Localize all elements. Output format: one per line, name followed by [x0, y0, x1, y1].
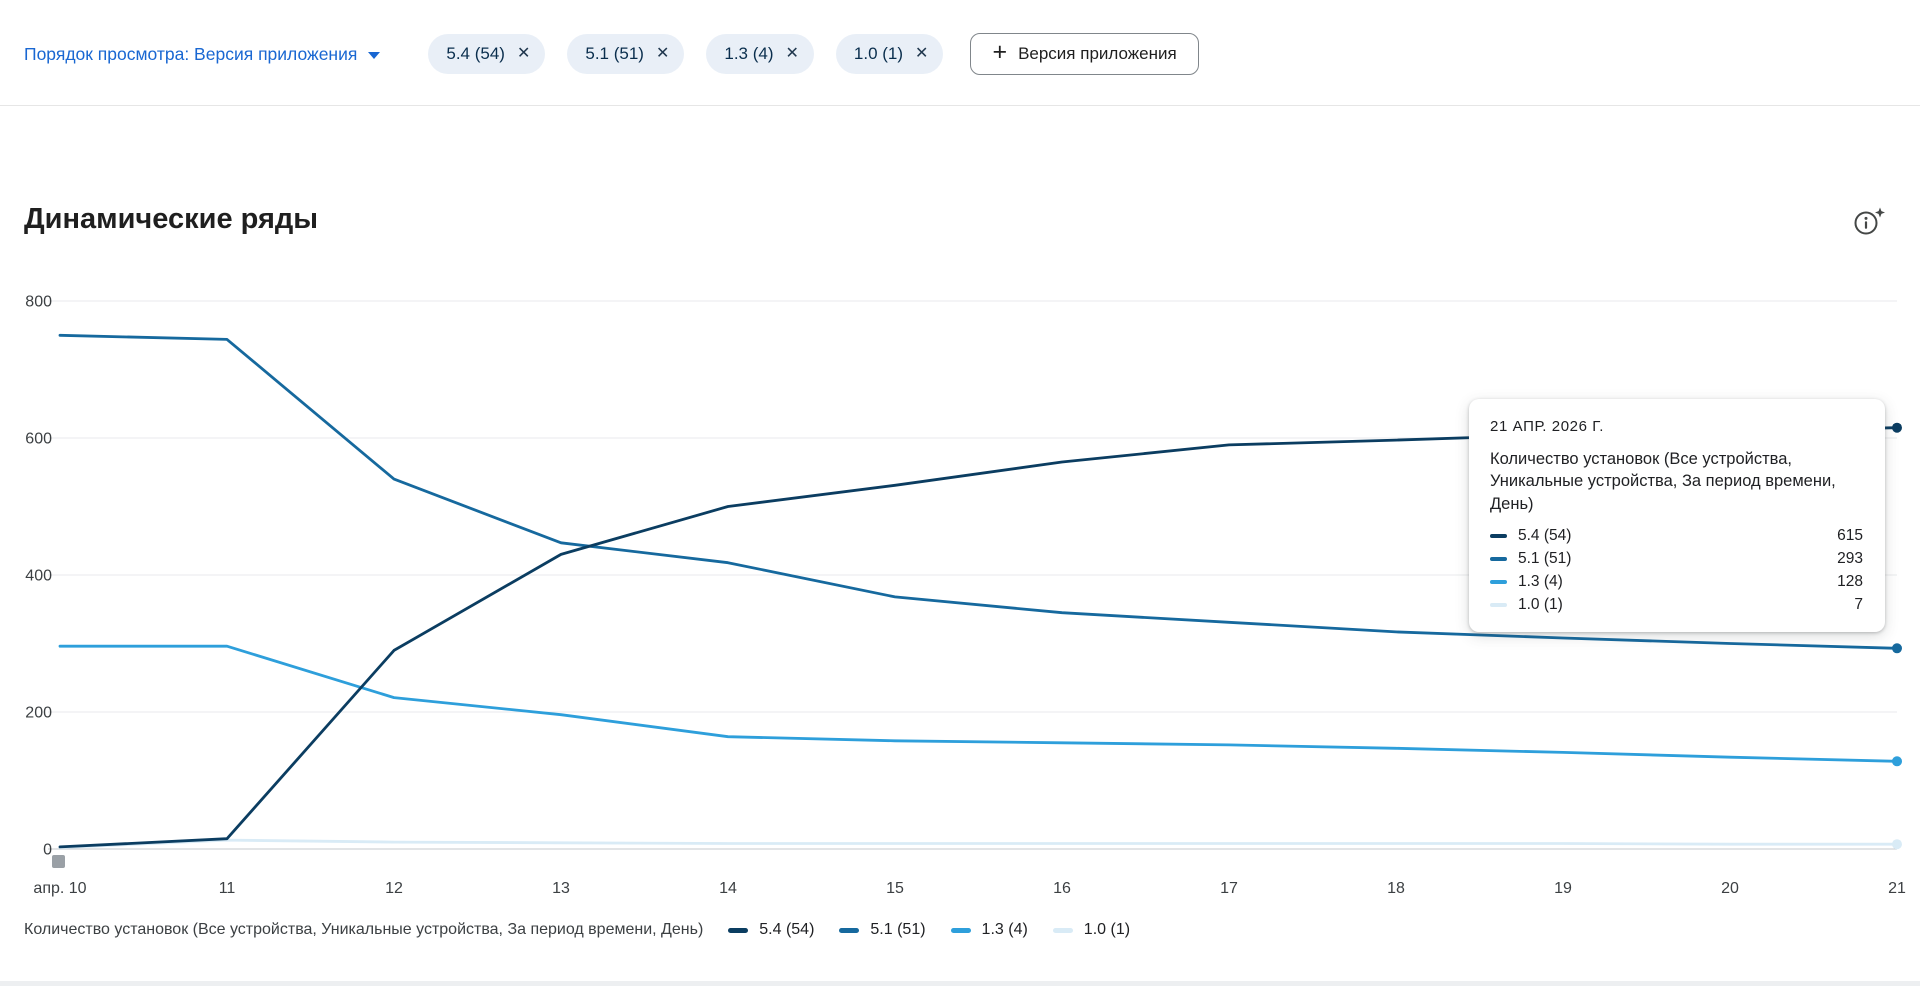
- chart-legend: Количество установок (Все устройства, Ун…: [24, 921, 1910, 939]
- series-swatch-icon: [1052, 927, 1073, 933]
- series-swatch-icon: [1490, 602, 1507, 608]
- tooltip-date: 21 АПР. 2026 Г.: [1490, 418, 1604, 435]
- view-order-label: Порядок просмотра: Версия приложения: [24, 43, 358, 64]
- legend-item-1-3[interactable]: 1.3 (4): [950, 921, 1028, 939]
- filter-chip-5-1[interactable]: 5.1 (51) ✕: [567, 34, 685, 74]
- chart-tooltip: 21 АПР. 2026 Г. Количество установок (Вс…: [1469, 399, 1885, 633]
- filter-chip-1-0[interactable]: 1.0 (1) ✕: [835, 34, 944, 74]
- series-swatch-icon: [950, 927, 971, 933]
- legend-item-label: 5.1 (51): [870, 921, 926, 938]
- legend-metric-label: Количество установок (Все устройства, Ун…: [24, 921, 704, 938]
- svg-text:16: 16: [1053, 880, 1071, 897]
- svg-text:200: 200: [25, 705, 52, 722]
- add-version-label: Версия приложения: [1018, 44, 1177, 63]
- svg-text:18: 18: [1387, 880, 1405, 897]
- legend-item-5-1[interactable]: 5.1 (51): [839, 921, 926, 939]
- chip-label: 5.4 (54): [446, 44, 505, 63]
- svg-text:12: 12: [385, 880, 403, 897]
- svg-text:11: 11: [219, 880, 236, 897]
- tooltip-series-value: 7: [1854, 595, 1863, 613]
- remove-chip-icon[interactable]: ✕: [655, 45, 670, 62]
- chip-label: 1.0 (1): [853, 44, 904, 63]
- add-version-button[interactable]: + Версия приложения: [970, 33, 1199, 75]
- series-swatch-icon: [839, 927, 860, 933]
- tooltip-series-label: 5.1 (51): [1518, 549, 1572, 567]
- bottom-strip: [0, 981, 1920, 986]
- chart-drag-handle[interactable]: [52, 855, 65, 868]
- series-swatch-icon: [1490, 556, 1507, 562]
- svg-text:20: 20: [1721, 880, 1739, 897]
- svg-text:14: 14: [719, 880, 737, 897]
- remove-chip-icon[interactable]: ✕: [785, 45, 799, 62]
- remove-chip-icon[interactable]: ✕: [516, 45, 531, 62]
- chart-area: 0 200 400 600 800 апр. 10 11 12 13 14 15 16 17 18 19 20…: [0, 280, 1920, 925]
- chevron-down-icon: [368, 51, 381, 59]
- tooltip-row: 5.4 (54) 615: [1490, 524, 1863, 547]
- chip-label: 1.3 (4): [724, 44, 774, 63]
- filter-chip-5-4[interactable]: 5.4 (54) ✕: [428, 34, 546, 74]
- chip-label: 5.1 (51): [585, 44, 644, 63]
- svg-text:13: 13: [552, 880, 570, 897]
- svg-text:0: 0: [43, 842, 52, 859]
- series-swatch-icon: [728, 927, 749, 933]
- series-swatch-icon: [1490, 579, 1507, 585]
- svg-text:15: 15: [886, 880, 904, 897]
- section-title: Динамические ряды: [24, 203, 319, 235]
- legend-item-label: 5.4 (54): [759, 921, 815, 938]
- legend-item-5-4[interactable]: 5.4 (54): [728, 921, 814, 939]
- tooltip-series-label: 1.0 (1): [1518, 595, 1563, 613]
- tooltip-row: 1.3 (4) 128: [1490, 570, 1863, 593]
- remove-chip-icon[interactable]: ✕: [915, 45, 929, 62]
- tooltip-series-label: 5.4 (54): [1518, 526, 1572, 544]
- svg-text:апр. 10: апр. 10: [33, 880, 86, 897]
- svg-text:17: 17: [1220, 880, 1238, 897]
- legend-item-label: 1.0 (1): [1083, 921, 1131, 938]
- svg-text:600: 600: [25, 431, 52, 448]
- svg-text:19: 19: [1554, 880, 1572, 897]
- filter-chip-list: 5.4 (54) ✕ 5.1 (51) ✕ 1.3 (4) ✕ 1.0 (1) …: [428, 34, 944, 74]
- tooltip-series-value: 615: [1837, 526, 1863, 544]
- svg-text:21: 21: [1888, 880, 1906, 897]
- info-icon[interactable]: [1852, 205, 1888, 239]
- tooltip-row: 1.0 (1) 7: [1490, 593, 1863, 616]
- info-sparkle-icon: [1854, 207, 1885, 235]
- tooltip-row: 5.1 (51) 293: [1490, 547, 1863, 570]
- filter-toolbar: Порядок просмотра: Версия приложения 5.4…: [24, 30, 1896, 78]
- series-swatch-icon: [1490, 533, 1507, 539]
- filter-chip-1-3[interactable]: 1.3 (4) ✕: [706, 34, 814, 74]
- legend-item-1-0[interactable]: 1.0 (1): [1052, 921, 1131, 939]
- timeseries-chart: 0 200 400 600 800 апр. 10 11 12 13 14 15 16 17 18 19 20…: [25, 294, 1906, 898]
- svg-text:800: 800: [25, 294, 52, 311]
- svg-text:400: 400: [25, 568, 52, 585]
- tooltip-series-value: 128: [1837, 572, 1863, 590]
- tooltip-series-value: 293: [1837, 549, 1863, 567]
- legend-item-label: 1.3 (4): [981, 921, 1028, 938]
- divider: [0, 105, 1920, 106]
- tooltip-series-label: 1.3 (4): [1518, 572, 1563, 590]
- tooltip-metric: Количество установок (Все устройства, Ун…: [1490, 450, 1836, 513]
- view-order-dropdown[interactable]: Порядок просмотра: Версия приложения: [24, 43, 381, 65]
- plus-icon: +: [992, 38, 1008, 67]
